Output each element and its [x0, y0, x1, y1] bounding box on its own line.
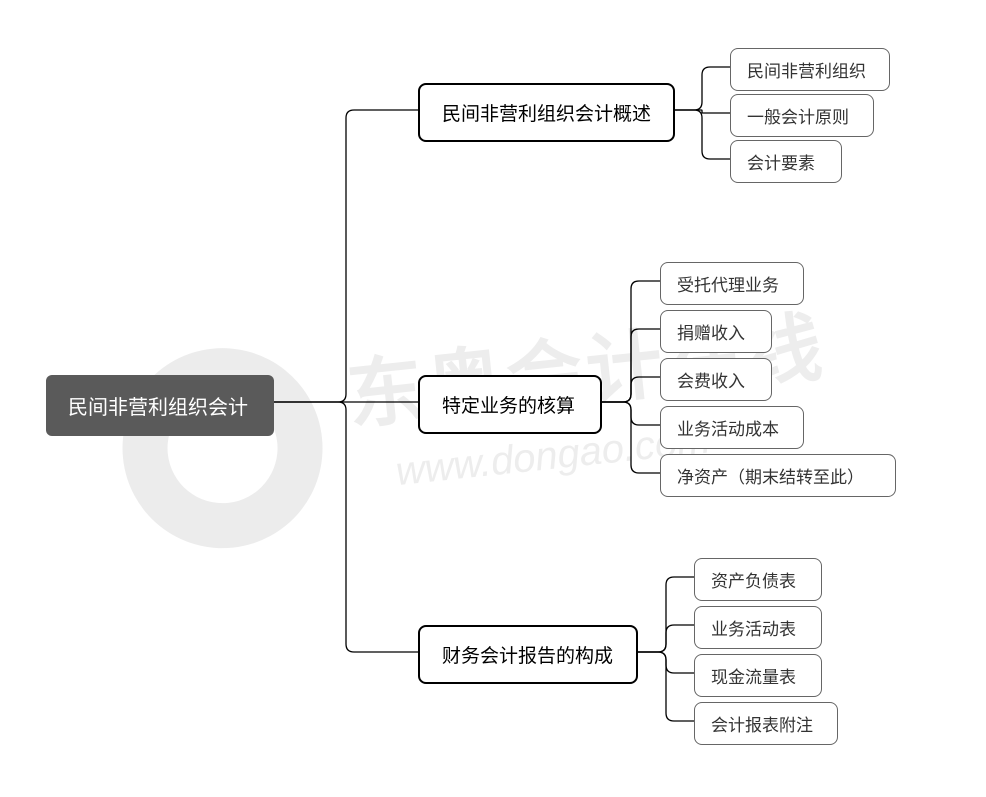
leaf-label: 资产负债表: [711, 572, 796, 591]
leaf-label: 受托代理业务: [677, 276, 779, 295]
leaf-node: 业务活动成本: [660, 406, 804, 449]
leaf-node: 现金流量表: [694, 654, 822, 697]
branch-node-specific-business: 特定业务的核算: [418, 375, 602, 434]
leaf-node: 民间非营利组织: [730, 48, 890, 91]
leaf-label: 捐赠收入: [677, 324, 745, 343]
branch-label: 特定业务的核算: [442, 396, 575, 417]
leaf-node: 会计要素: [730, 140, 842, 183]
leaf-label: 一般会计原则: [747, 108, 849, 127]
leaf-node: 业务活动表: [694, 606, 822, 649]
leaf-label: 业务活动表: [711, 620, 796, 639]
leaf-node: 会计报表附注: [694, 702, 838, 745]
branch-node-financial-reports: 财务会计报告的构成: [418, 625, 638, 684]
watermark-logo-outer: [113, 338, 333, 558]
leaf-label: 业务活动成本: [677, 420, 779, 439]
root-label: 民间非营利组织会计: [68, 397, 248, 419]
leaf-node: 一般会计原则: [730, 94, 874, 137]
leaf-node: 受托代理业务: [660, 262, 804, 305]
mindmap-root-node: 民间非营利组织会计: [46, 375, 274, 436]
branch-node-overview: 民间非营利组织会计概述: [418, 83, 675, 142]
leaf-label: 现金流量表: [711, 668, 796, 687]
leaf-label: 会计报表附注: [711, 716, 813, 735]
leaf-node: 净资产（期末结转至此）: [660, 454, 896, 497]
leaf-node: 捐赠收入: [660, 310, 772, 353]
branch-label: 民间非营利组织会计概述: [442, 104, 651, 125]
leaf-node: 会费收入: [660, 358, 772, 401]
leaf-label: 净资产（期末结转至此）: [677, 468, 864, 487]
leaf-label: 民间非营利组织: [747, 62, 866, 81]
leaf-node: 资产负债表: [694, 558, 822, 601]
leaf-label: 会费收入: [677, 372, 745, 391]
leaf-label: 会计要素: [747, 154, 815, 173]
branch-label: 财务会计报告的构成: [442, 646, 613, 667]
